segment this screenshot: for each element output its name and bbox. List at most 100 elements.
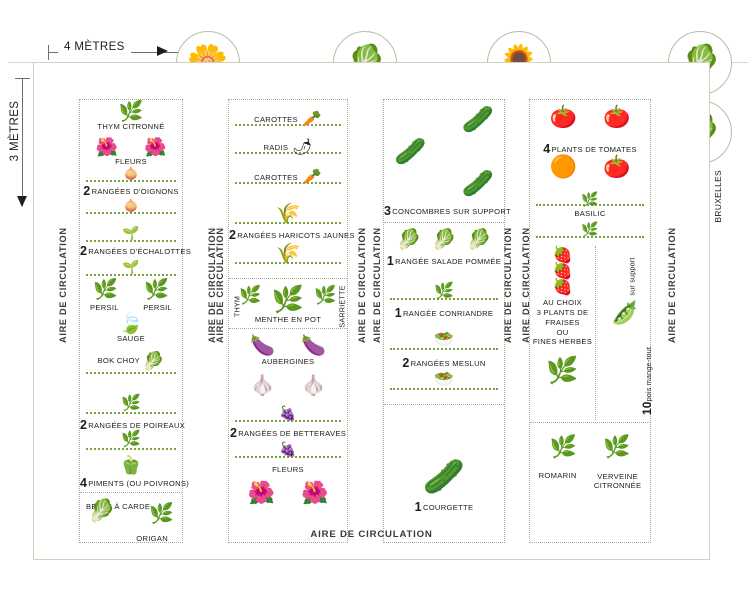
bok-choy-icon: 🥬 [142,351,165,371]
basil-icon: 🌿 [581,221,599,237]
lemon-thyme-icon: 🌿 [118,101,144,123]
plant-label: ORIGAN [136,534,168,543]
plant-label: THYM CITRONNÉ [97,122,165,131]
cucumber-icon: 🥒 [461,168,494,198]
width-arrow-icon [157,46,168,56]
mint-pot-icon: 🌿 [271,284,305,314]
lettuce-icon: 🥬 [466,229,492,251]
carrot-icon: 🥕 [301,111,322,128]
cucumber-icon: 🥒 [394,136,427,166]
strawberry-icon: 🍓 [552,279,573,296]
flowers-icon: 🌺 [144,137,167,157]
bed-4-right-subplot[interactable]: 🫛 sur support 10pois mange-tout [596,246,654,420]
strawberry-icon: 🍓 [552,263,573,280]
plant-label: BETTE À CARDE [86,502,151,511]
aire-de-circulation-left-2: AIRE DE CIRCULATION [215,227,225,343]
plant-label: PLANTS DE TOMATES [551,145,637,154]
aire-de-circulation-left-3: AIRE DE CIRCULATION [357,227,367,343]
plant-qty: 4 [543,142,551,156]
aire-de-circulation-left-4: AIRE DE CIRCULATION [503,227,513,343]
plant-label: BASILIC [574,209,606,218]
strawberry-icon: 🍓 [552,247,573,264]
lettuce-icon: 🥬 [431,229,457,251]
tomato-icon: 🍅 [603,104,631,129]
yellow-beans-icon: 🌾 [275,243,301,265]
plant-label: FLEURS [115,157,147,166]
plant-label: AUBERGINES [261,357,315,366]
plant-label: MENTHE EN POT [254,315,322,324]
bed-1[interactable]: 🌿 THYM CITRONNÉ 🌺 🌺 FLEURS 🧅 2RANGÉES D'O… [79,99,191,543]
plant-label: ROMARIN [538,471,577,480]
width-dimension-label: 4 MÈTRES [58,41,131,53]
plant-label: RANGÉES D'OIGNONS [91,187,179,196]
cucumber-icon: 🥒 [461,104,494,134]
aire-de-circulation-bottom: AIRE DE CIRCULATION [310,529,433,540]
plant-label: PERSIL [90,303,119,312]
zucchini-icon: 🥒 [422,458,466,496]
flowers-icon: 🌺 [301,480,329,505]
radish-icon: 🌶 [292,139,313,156]
plant-label: AU CHOIX 3 PLANTS DE FRAISES OU FINES HE… [532,298,593,347]
plant-label: RANGÉE CONRIANDRE [402,309,494,318]
plant-qty: 10 [640,401,654,416]
bed-4-left-subplot[interactable]: 🍓 🍓 🍓 AU CHOIX 3 PLANTS DE FRAISES OU FIN… [530,246,596,420]
pepper-icon: 🫑 [119,455,143,475]
plant-label: CAROTTES [254,172,298,182]
eggplant-icon: 🍆 [250,335,275,357]
coriander-icon: 🌿 [434,283,454,300]
height-dimension-label: 3 MÈTRES [9,96,21,166]
white-eggplant-icon: 🧄 [301,375,326,397]
parsley-icon: 🌿 [93,279,118,301]
yellow-beans-icon: 🌾 [275,203,301,225]
bed-4[interactable]: 🍅 🍅 4PLANTS DE TOMATES 🟠 🍅 🌿 BASILIC 🌿 🍓 🍓… [529,99,654,543]
bed-2[interactable]: CAROTTES 🥕 RADIS 🌶 CAROTTES 🥕 🌾 2RANGÉES… [228,99,354,543]
plant-label: RANGÉES HARICOTS JAUNES [237,231,355,240]
white-eggplant-icon: 🧄 [250,375,275,397]
thyme-icon: 🌿 [239,285,262,305]
parsley-icon: 🌿 [144,279,169,301]
flowers-icon: 🌺 [95,137,118,157]
onion-icon: 🧅 [123,167,139,181]
oregano-icon: 🌿 [149,503,174,525]
plant-qty: 2 [229,426,238,440]
aire-de-circulation-left-1: AIRE DE CIRCULATION [58,227,68,343]
plant-label: PERSIL [143,303,172,312]
fines-herbes-icon: 🌿 [546,355,579,386]
eggplant-icon: 🍆 [301,335,326,357]
plant-label: FLEURS [272,465,304,474]
plant-label: CAROTTES [254,114,298,124]
plant-qty: 1 [394,306,402,320]
plant-label-sarriette: SARRIETTE [337,285,347,328]
plant-qty: 2 [80,418,88,432]
plant-label: SAUGE [116,334,146,343]
carrot-icon: 🥕 [301,169,322,186]
beet-icon: 🍇 [279,405,297,421]
onion-icon: 🧅 [123,199,139,213]
plant-label-thym: THYM [232,295,242,318]
beet-icon: 🍇 [279,441,297,457]
plant-label: RANGÉES DE POIREAUX [88,421,186,430]
plant-label: RANGÉE SALADE POMMÉE [395,257,502,266]
plant-qty: 2 [402,356,410,370]
shallot-icon: 🌱 [122,225,140,241]
plant-qty: 2 [83,184,91,198]
mesclun-icon: 🥗 [434,371,454,388]
bed-3[interactable]: 🥒 🥒 🥒 3CONCOMBRES SUR SUPPORT 🥬 🥬 🥬 1RAN… [383,99,511,543]
plant-label: VERVEINE CITRONNÉE [593,472,642,491]
plant-label: RANGÉES DE BETTERAVES [238,429,347,438]
tomato-icon: 🍅 [549,104,577,129]
plant-label: pois mange-tout [644,346,653,402]
height-ruler [15,78,30,206]
width-ruler [48,45,220,60]
rosemary-icon: 🌿 [549,434,577,459]
lemon-verbena-icon: 🌿 [603,434,631,459]
aire-de-circulation-right-4: AIRE DE CIRCULATION [667,227,677,343]
height-arrow-icon [17,196,27,207]
cherry-tomato-icon: 🍅 [603,154,631,179]
plant-label: RADIS [263,142,289,152]
plant-qty: 2 [80,244,88,258]
shallot-icon: 🌱 [122,259,140,275]
plant-qty: 1 [386,254,395,268]
snow-pea-icon: 🫛 [611,300,639,325]
mesclun-icon: 🥗 [434,331,454,348]
